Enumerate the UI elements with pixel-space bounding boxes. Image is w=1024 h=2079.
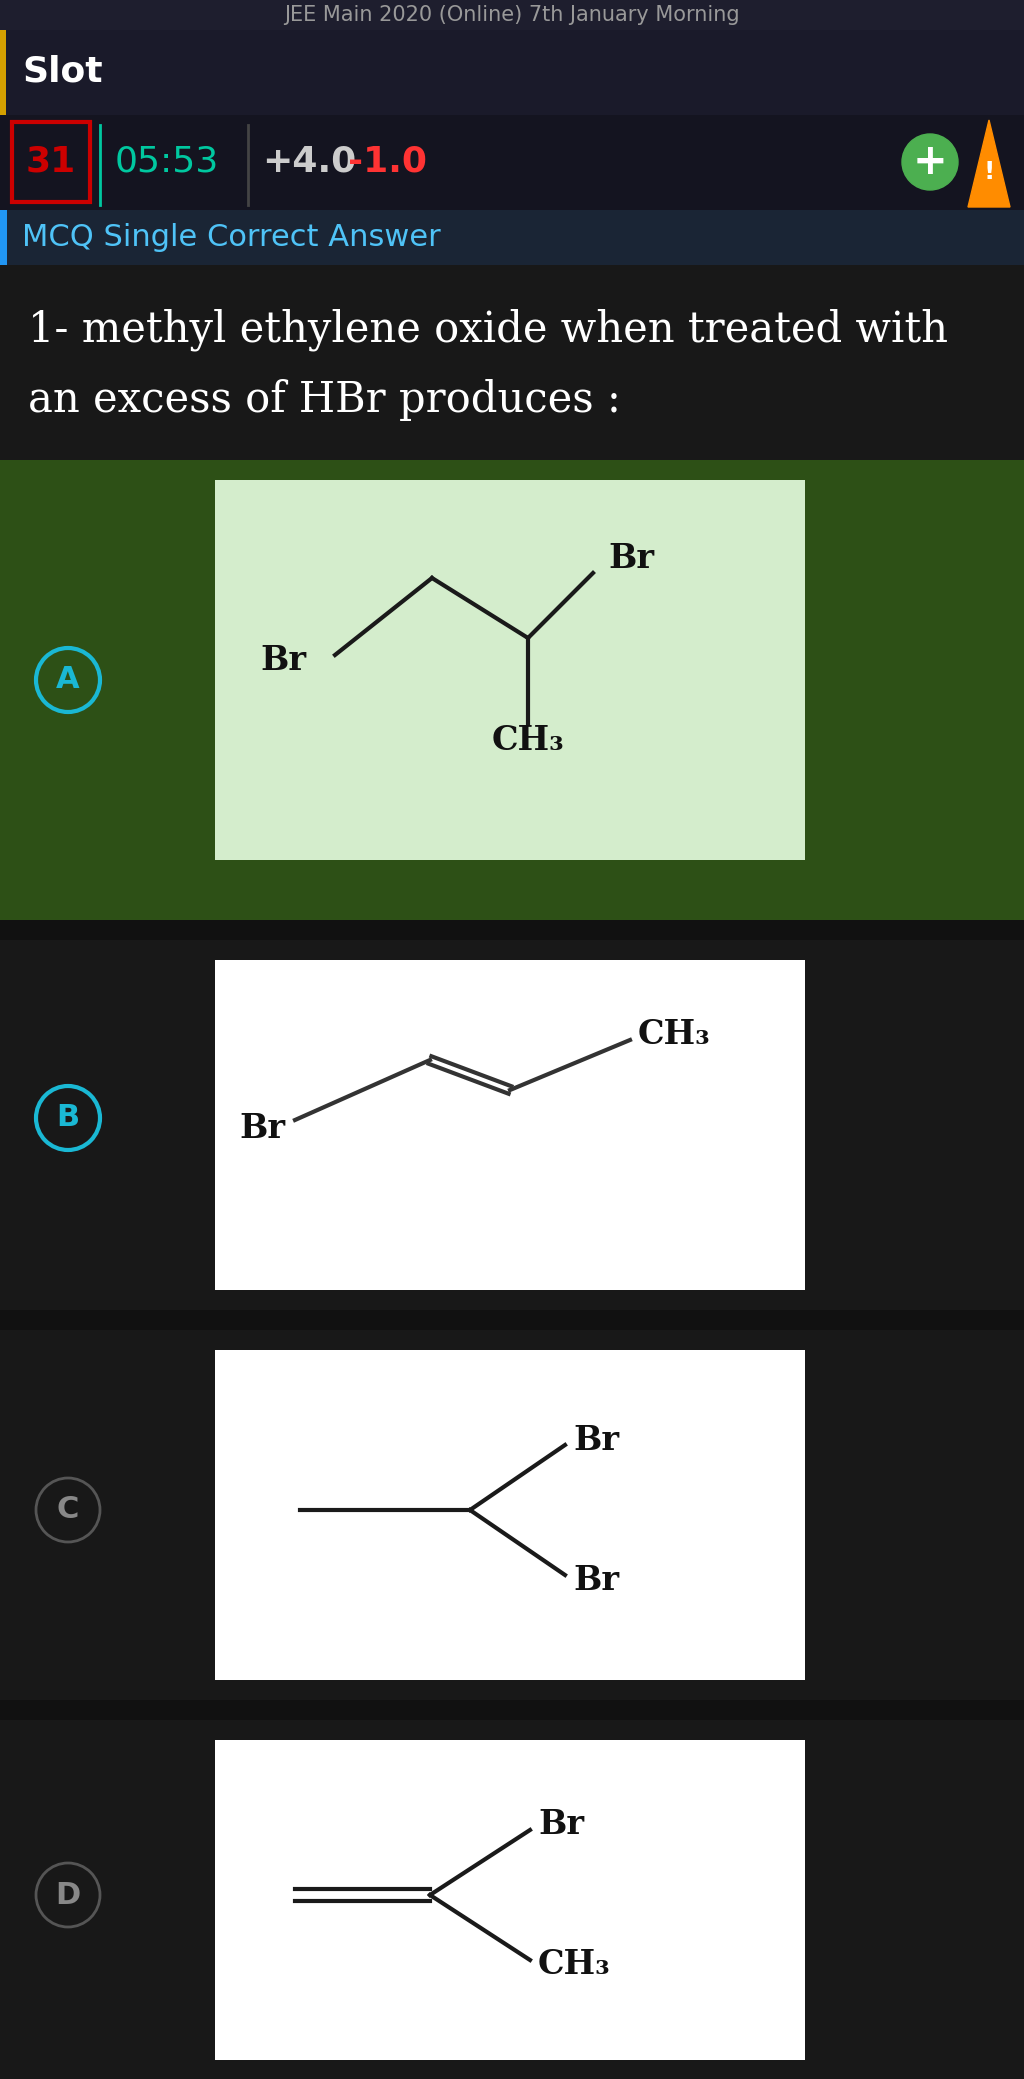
Text: Br: Br	[573, 1424, 618, 1457]
Text: B: B	[56, 1104, 80, 1133]
Text: C: C	[56, 1495, 79, 1524]
Polygon shape	[968, 121, 1010, 208]
FancyBboxPatch shape	[215, 480, 805, 861]
Text: +: +	[912, 141, 947, 183]
Circle shape	[902, 133, 958, 189]
FancyBboxPatch shape	[0, 29, 1024, 114]
FancyBboxPatch shape	[0, 459, 1024, 921]
FancyBboxPatch shape	[0, 1331, 1024, 1701]
FancyBboxPatch shape	[0, 210, 1024, 264]
FancyBboxPatch shape	[215, 1740, 805, 2060]
Text: Br: Br	[608, 541, 654, 574]
Text: Br: Br	[239, 1112, 285, 1146]
FancyBboxPatch shape	[215, 960, 805, 1289]
FancyBboxPatch shape	[0, 940, 1024, 1310]
Text: Slot: Slot	[22, 54, 102, 89]
Text: Br: Br	[573, 1563, 618, 1597]
Text: +4.0: +4.0	[262, 146, 356, 179]
Text: Br: Br	[260, 644, 306, 676]
FancyBboxPatch shape	[0, 210, 7, 264]
FancyBboxPatch shape	[0, 921, 1024, 940]
Text: MCQ Single Correct Answer: MCQ Single Correct Answer	[22, 222, 440, 252]
Text: !: !	[983, 160, 994, 185]
FancyBboxPatch shape	[0, 1310, 1024, 1331]
Text: -1.0: -1.0	[348, 146, 427, 179]
FancyBboxPatch shape	[0, 1701, 1024, 1719]
Text: CH₃: CH₃	[492, 723, 564, 757]
FancyBboxPatch shape	[0, 1719, 1024, 2079]
Text: Br: Br	[538, 1809, 584, 1842]
FancyBboxPatch shape	[0, 264, 1024, 459]
Text: an excess of HBr produces :: an excess of HBr produces :	[28, 378, 621, 422]
Text: A: A	[56, 665, 80, 694]
Text: 31: 31	[26, 146, 76, 179]
Text: 1- methyl ethylene oxide when treated with: 1- methyl ethylene oxide when treated wi…	[28, 310, 948, 351]
FancyBboxPatch shape	[0, 0, 1024, 29]
Text: JEE Main 2020 (Online) 7th January Morning: JEE Main 2020 (Online) 7th January Morni…	[285, 4, 739, 25]
FancyBboxPatch shape	[215, 1349, 805, 1680]
FancyBboxPatch shape	[12, 123, 90, 202]
Text: CH₃: CH₃	[538, 1948, 610, 1981]
Text: D: D	[55, 1881, 81, 1909]
Text: 05:53: 05:53	[115, 146, 219, 179]
FancyBboxPatch shape	[0, 114, 1024, 210]
FancyBboxPatch shape	[0, 29, 6, 114]
Text: CH₃: CH₃	[638, 1019, 711, 1052]
